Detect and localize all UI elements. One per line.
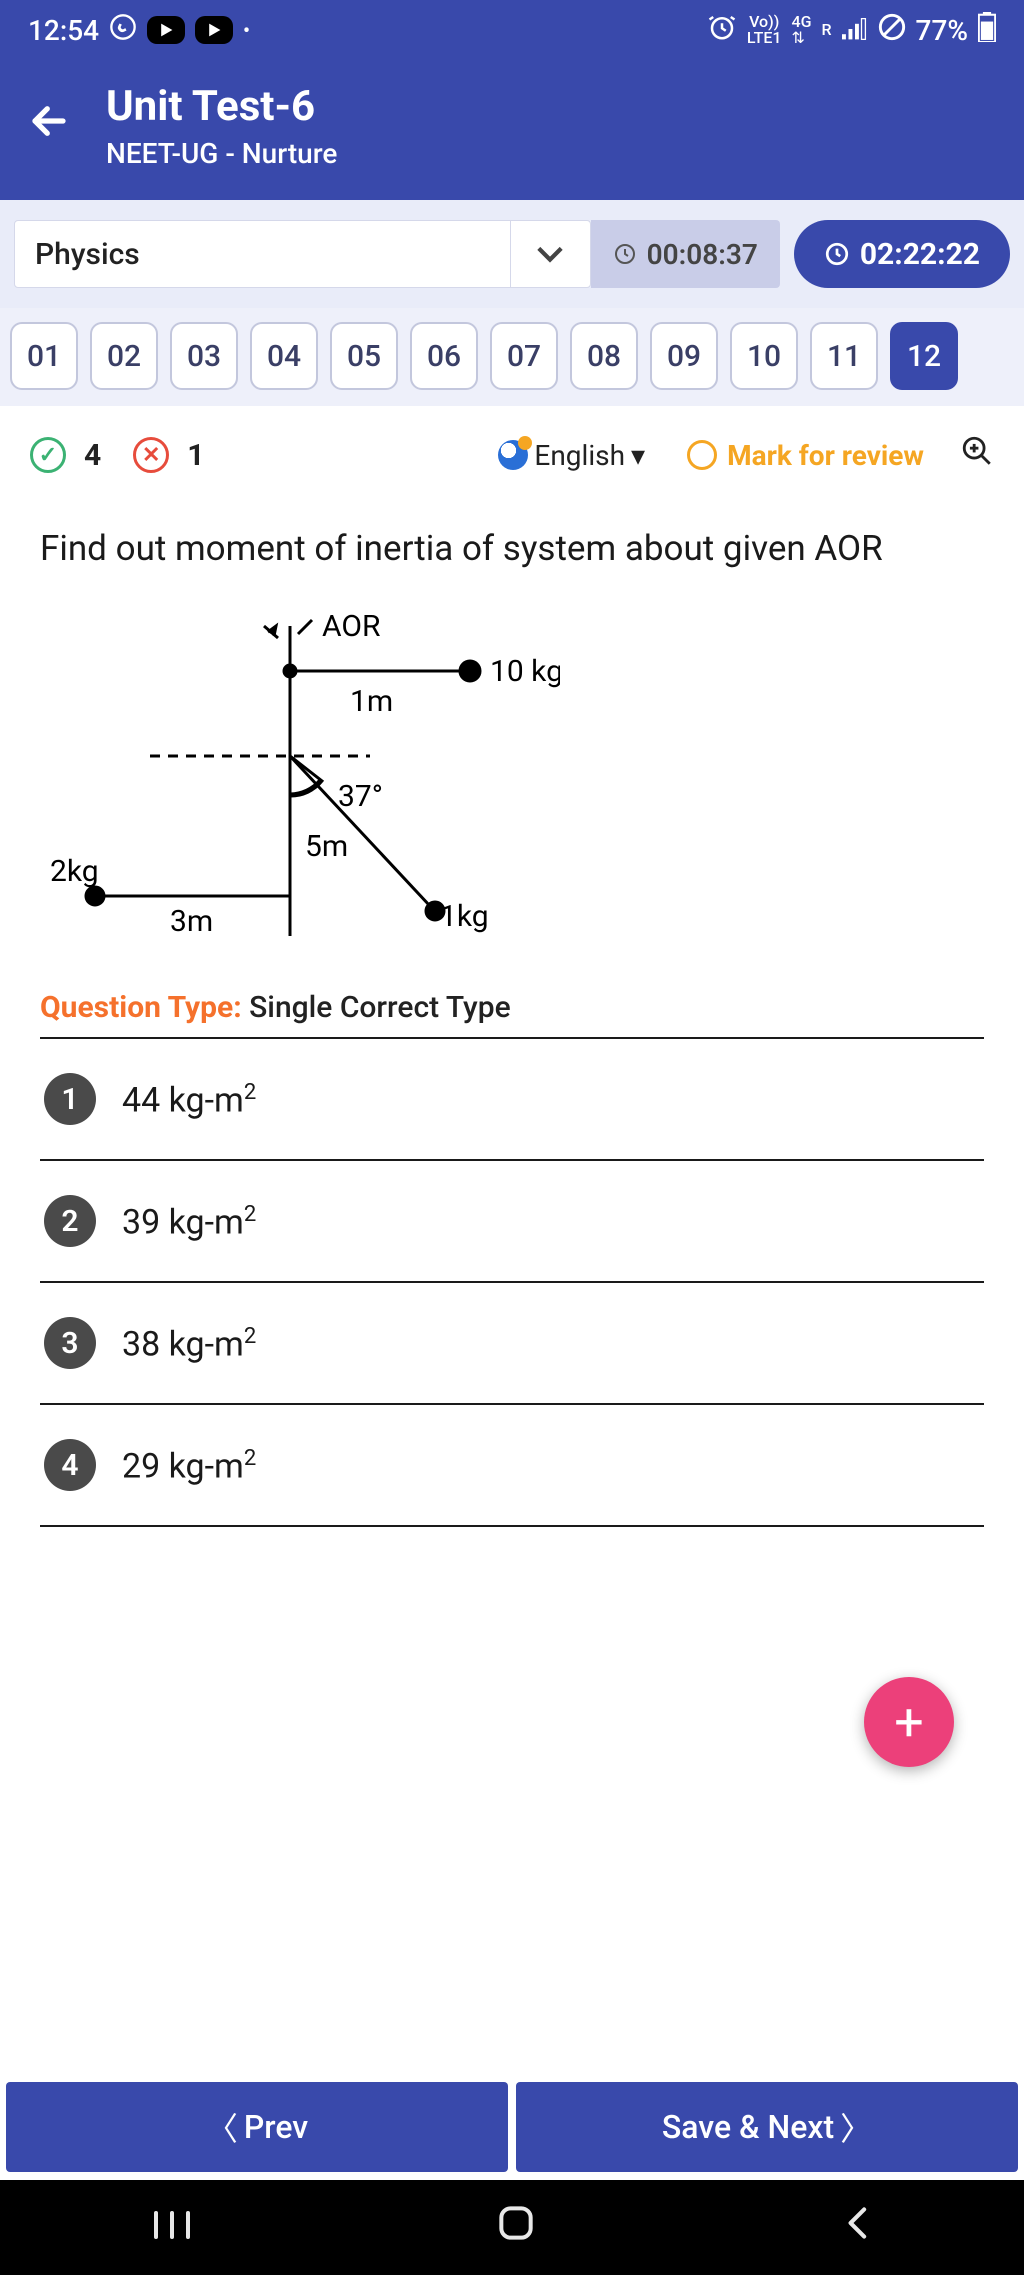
- whatsapp-icon: [109, 13, 137, 48]
- app-header: Unit Test-6 NEET-UG - Nurture: [0, 60, 1024, 200]
- svg-text:3m: 3m: [170, 904, 213, 939]
- qnum-02[interactable]: 02: [90, 322, 158, 390]
- option-2[interactable]: 2 39 kg-m2: [40, 1161, 984, 1283]
- home-button[interactable]: [496, 2203, 536, 2253]
- question-palette[interactable]: 010203040506070809101112: [0, 308, 1024, 406]
- total-timer: 02:22:22: [794, 220, 1010, 288]
- question-type-value: Single Correct Type: [249, 990, 511, 1025]
- recents-button[interactable]: [152, 2204, 192, 2251]
- svg-text:37°: 37°: [338, 779, 383, 814]
- qnum-05[interactable]: 05: [330, 322, 398, 390]
- prev-button[interactable]: 〈 Prev: [6, 2082, 508, 2172]
- option-text: 39 kg-m2: [122, 1201, 256, 1242]
- question-type: Question Type: Single Correct Type: [40, 990, 984, 1025]
- caret-down-icon: ▾: [631, 439, 645, 472]
- subject-select[interactable]: Physics: [14, 220, 591, 288]
- qnum-12[interactable]: 12: [890, 322, 958, 390]
- chevron-right-icon: 〉: [840, 2104, 872, 2150]
- svg-text:10 kg: 10 kg: [490, 654, 560, 689]
- svg-text:5m: 5m: [305, 829, 348, 864]
- question-timer-value: 00:08:37: [647, 238, 758, 271]
- question-text: Find out moment of inertia of system abo…: [40, 522, 984, 576]
- status-time: 12:54: [28, 14, 99, 47]
- svg-text:1kg: 1kg: [440, 899, 489, 934]
- qnum-07[interactable]: 07: [490, 322, 558, 390]
- option-1[interactable]: 1 44 kg-m2: [40, 1037, 984, 1161]
- bottom-bar: 〈 Prev Save & Next 〉: [0, 2074, 1024, 2180]
- chevron-down-icon: [510, 221, 590, 287]
- back-button[interactable]: [28, 100, 70, 153]
- question-timer: 00:08:37: [591, 220, 780, 288]
- save-next-button[interactable]: Save & Next 〉: [516, 2082, 1018, 2172]
- option-number: 3: [44, 1317, 96, 1369]
- page-title: Unit Test-6: [106, 82, 337, 131]
- option-3[interactable]: 3 38 kg-m2: [40, 1283, 984, 1405]
- page-subtitle: NEET-UG - Nurture: [106, 137, 337, 170]
- correct-count: 4: [84, 438, 101, 473]
- qnum-03[interactable]: 03: [170, 322, 238, 390]
- option-4[interactable]: 4 29 kg-m2: [40, 1405, 984, 1527]
- option-text: 44 kg-m2: [122, 1079, 256, 1120]
- question-area: Find out moment of inertia of system abo…: [0, 504, 1024, 2074]
- qnum-06[interactable]: 06: [410, 322, 478, 390]
- subject-bar: Physics 00:08:37 02:22:22: [0, 200, 1024, 308]
- language-select[interactable]: English ▾: [498, 439, 645, 472]
- option-text: 38 kg-m2: [122, 1323, 256, 1364]
- system-navbar: [0, 2180, 1024, 2275]
- total-timer-value: 02:22:22: [860, 237, 980, 272]
- alarm-icon: [707, 12, 737, 49]
- qnum-04[interactable]: 04: [250, 322, 318, 390]
- battery-icon: [978, 12, 996, 49]
- qnum-01[interactable]: 01: [10, 322, 78, 390]
- circle-icon: [687, 440, 717, 470]
- question-type-label: Question Type:: [40, 990, 242, 1025]
- mark-review-label: Mark for review: [727, 439, 924, 472]
- qnum-10[interactable]: 10: [730, 322, 798, 390]
- wrong-count: 1: [187, 438, 204, 473]
- wrong-icon: ✕: [133, 437, 169, 473]
- signal-icon: [842, 14, 868, 47]
- option-number: 1: [44, 1073, 96, 1125]
- network-4g: 4G⇅: [791, 14, 811, 46]
- media-icon-1: [147, 16, 185, 44]
- option-text: 29 kg-m2: [122, 1445, 256, 1486]
- media-icon-2: [195, 16, 233, 44]
- back-nav-button[interactable]: [840, 2204, 872, 2252]
- prev-label: Prev: [244, 2108, 308, 2146]
- qnum-08[interactable]: 08: [570, 322, 638, 390]
- svg-text:AOR: AOR: [322, 609, 381, 644]
- mark-for-review-button[interactable]: Mark for review: [687, 439, 924, 472]
- fab-add-button[interactable]: +: [864, 1677, 954, 1767]
- dnd-icon: [878, 13, 906, 48]
- svg-text:2kg: 2kg: [50, 854, 99, 889]
- language-label: English: [534, 439, 625, 472]
- globe-icon: [498, 440, 528, 470]
- status-r: R: [821, 22, 831, 38]
- zoom-in-button[interactable]: [960, 434, 994, 476]
- qnum-09[interactable]: 09: [650, 322, 718, 390]
- question-metabar: ✓ 4 ✕ 1 English ▾ Mark for review: [0, 406, 1024, 504]
- qnum-11[interactable]: 11: [810, 322, 878, 390]
- options-list: 1 44 kg-m2 2 39 kg-m2 3 38 kg-m2 4 29 kg-m2: [40, 1037, 984, 1527]
- svg-text:1m: 1m: [350, 684, 393, 719]
- option-number: 4: [44, 1439, 96, 1491]
- chevron-left-icon: 〈: [206, 2104, 238, 2150]
- status-bar: 12:54 • Vo))LTE1 4G⇅ R: [0, 0, 1024, 60]
- next-label: Save & Next: [662, 2108, 834, 2146]
- status-dot: •: [243, 18, 250, 42]
- volte-icon: Vo))LTE1: [747, 14, 782, 46]
- option-number: 2: [44, 1195, 96, 1247]
- battery-pct: 77%: [916, 14, 968, 47]
- correct-icon: ✓: [30, 437, 66, 473]
- question-diagram: AOR 10 kg 1m 37° 5m 1kg 2kg 3m: [40, 596, 984, 960]
- subject-name: Physics: [15, 237, 510, 272]
